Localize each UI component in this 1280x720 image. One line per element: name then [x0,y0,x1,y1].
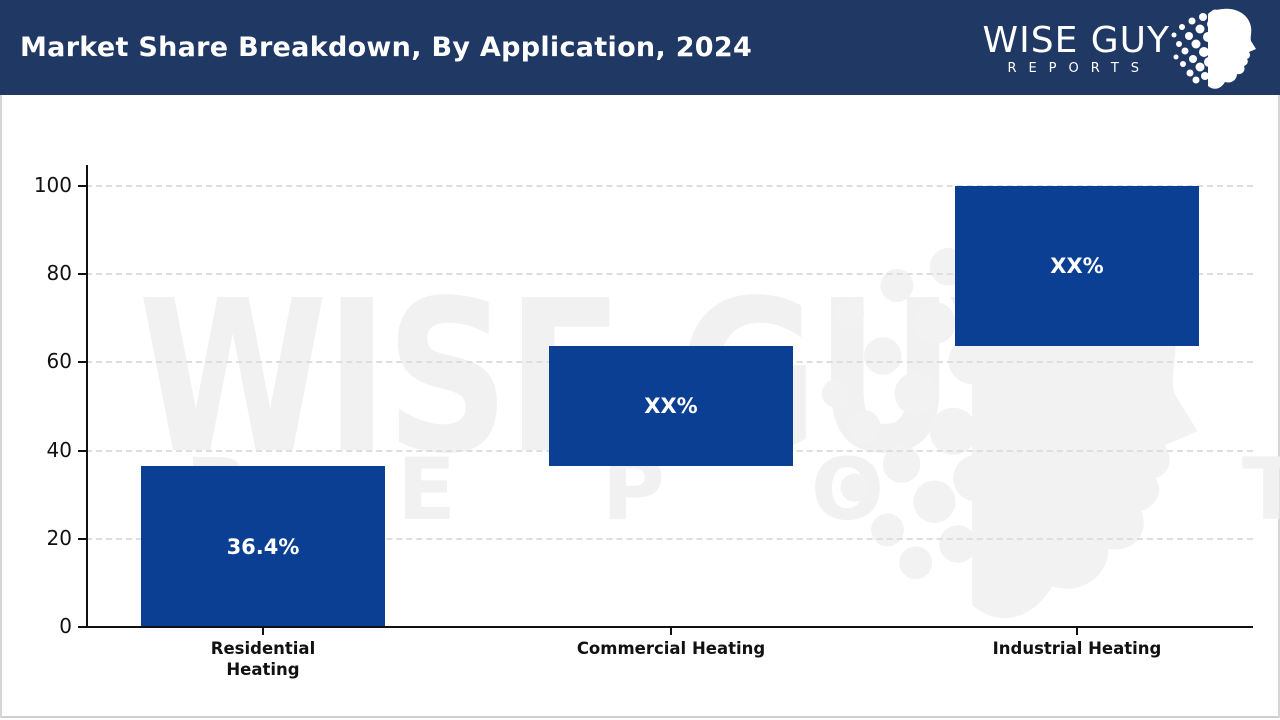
y-axis-tick [78,361,86,364]
y-axis-tick-label: 40 [46,437,72,462]
page-border [0,95,1280,718]
x-axis-tick [670,628,672,635]
wiseguy-head-icon [1171,8,1256,89]
x-axis-label-residential-heating: Residential Heating [210,639,316,679]
bar-commercial-heating: XX% [549,346,793,467]
x-axis-label-commercial-heating: Commercial Heating [576,639,766,658]
bar-residential-heating: 36.4% [141,466,385,627]
y-axis-tick [78,185,86,187]
y-axis-line [86,165,88,627]
bar-value-label: XX% [1050,254,1104,279]
chart-title: Market Share Breakdown, By Application, … [20,32,753,63]
bar-value-label: 36.4% [226,534,300,559]
bar-industrial-heating: XX% [955,186,1199,347]
x-axis-line [86,626,1253,628]
wiseguy-logo-name: WISE GUY [982,20,1170,62]
y-axis-tick [78,626,86,628]
wiseguy-logo: WISE GUY REPORTS [983,6,1267,92]
wiseguy-logo-reports: REPORTS [1007,60,1152,76]
x-axis-tick [1076,628,1078,635]
x-axis-label-industrial-heating: Industrial Heating [992,639,1162,658]
bar-value-label: XX% [644,394,698,419]
y-axis-tick-label: 20 [46,525,72,550]
gridline [86,185,1253,187]
gridline [86,537,1253,540]
y-axis-tick [78,449,86,452]
y-axis-tick [78,273,86,276]
wiseguy-logo-text: WISE GUY REPORTS [983,22,1171,76]
header-bar: Market Share Breakdown, By Application, … [0,0,1280,95]
y-axis-tick-label: 0 [59,614,72,638]
gridline [86,273,1253,276]
y-axis-tick-label: 80 [46,261,72,286]
y-axis-tick-label: 100 [33,173,72,197]
y-axis-tick [78,537,86,540]
y-axis-tick-label: 60 [46,349,72,374]
x-axis-tick [262,628,264,635]
